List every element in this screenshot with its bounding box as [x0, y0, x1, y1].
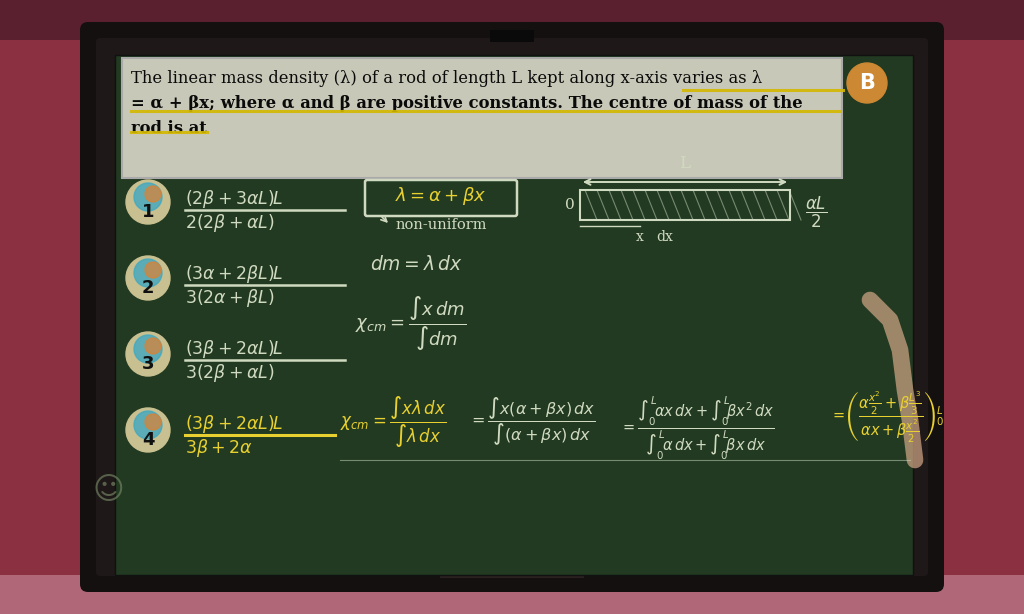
- Circle shape: [145, 262, 161, 278]
- Text: $(3\beta + 2\alpha L)L$: $(3\beta + 2\alpha L)L$: [185, 338, 284, 360]
- Bar: [135, 75, 893, 555]
- Text: rod is at: rod is at: [131, 120, 207, 137]
- Bar: [123, 63, 905, 567]
- Text: The linear mass density (λ) of a rod of length L kept along x-axis varies as λ: The linear mass density (λ) of a rod of …: [131, 70, 762, 87]
- Circle shape: [145, 338, 161, 354]
- Text: $dm = \lambda\, dx$: $dm = \lambda\, dx$: [370, 255, 463, 274]
- Bar: [150, 89, 879, 541]
- Bar: [153, 93, 874, 537]
- Text: non-uniform: non-uniform: [395, 218, 486, 232]
- Text: B: B: [859, 73, 874, 93]
- Circle shape: [134, 183, 162, 211]
- Circle shape: [126, 180, 170, 224]
- Bar: [440, 570, 584, 578]
- Text: 0: 0: [565, 198, 575, 212]
- Circle shape: [134, 259, 162, 287]
- Bar: [930, 0, 1024, 614]
- Text: $=\dfrac{\int_{0}^{L}\!\alpha x\,dx+\int_{0}^{L}\!\beta x^{2}\,dx}{\int_{0}^{L}\: $=\dfrac{\int_{0}^{L}\!\alpha x\,dx+\int…: [620, 395, 775, 462]
- Text: dx: dx: [656, 230, 674, 244]
- Bar: [125, 65, 903, 565]
- Text: $3(2\beta + \alpha L)$: $3(2\beta + \alpha L)$: [185, 362, 274, 384]
- Text: L: L: [680, 155, 690, 172]
- Circle shape: [847, 63, 887, 103]
- Bar: [119, 59, 909, 571]
- Bar: [137, 77, 891, 553]
- FancyBboxPatch shape: [122, 58, 842, 178]
- Bar: [147, 87, 881, 543]
- Bar: [121, 61, 907, 569]
- Text: $(3\alpha + 2\beta L)L$: $(3\alpha + 2\beta L)L$: [185, 263, 284, 285]
- Bar: [0, 575, 1024, 614]
- Bar: [133, 73, 895, 557]
- Text: $=\!\left(\dfrac{\alpha\frac{x^{2}}{2}+\beta\frac{L^{3}}{3}}{\alpha x+\beta\frac: $=\!\left(\dfrac{\alpha\frac{x^{2}}{2}+\…: [830, 390, 944, 445]
- Text: $\chi_{cm} = \dfrac{\int x\lambda\, dx}{\int \lambda\, dx}$: $\chi_{cm} = \dfrac{\int x\lambda\, dx}{…: [340, 395, 446, 450]
- Text: $= \dfrac{\int x(\alpha+\beta x)\, dx}{\int (\alpha+\beta x)\, dx}$: $= \dfrac{\int x(\alpha+\beta x)\, dx}{\…: [468, 395, 596, 448]
- Bar: [139, 79, 889, 551]
- Bar: [151, 91, 877, 539]
- Bar: [127, 67, 901, 563]
- Text: $2(2\beta + \alpha L)$: $2(2\beta + \alpha L)$: [185, 212, 274, 234]
- Circle shape: [126, 408, 170, 452]
- Bar: [141, 81, 887, 549]
- Text: 3: 3: [141, 355, 155, 373]
- Bar: [0, 0, 1024, 40]
- Circle shape: [126, 332, 170, 376]
- Text: $(3\beta + 2\alpha L)L$: $(3\beta + 2\alpha L)L$: [185, 413, 284, 435]
- Bar: [580, 190, 790, 220]
- Circle shape: [145, 414, 161, 430]
- Text: $(2\beta + 3\alpha L)L$: $(2\beta + 3\alpha L)L$: [185, 188, 284, 210]
- Bar: [129, 69, 899, 561]
- Text: 4: 4: [141, 431, 155, 449]
- Text: $\lambda=\alpha+\beta x$: $\lambda=\alpha+\beta x$: [395, 185, 486, 207]
- FancyBboxPatch shape: [96, 38, 928, 576]
- Text: x: x: [636, 230, 644, 244]
- Bar: [0, 0, 115, 614]
- Text: $\chi_{cm} = \dfrac{\int x\, dm}{\int dm}$: $\chi_{cm} = \dfrac{\int x\, dm}{\int dm…: [355, 295, 466, 352]
- Bar: [115, 55, 913, 575]
- Circle shape: [134, 411, 162, 439]
- Circle shape: [145, 186, 161, 202]
- Text: $3\beta + 2\alpha$: $3\beta + 2\alpha$: [185, 437, 253, 459]
- Bar: [143, 83, 885, 547]
- Circle shape: [126, 256, 170, 300]
- Text: = α + βx; where α and β are positive constants. The centre of mass of the: = α + βx; where α and β are positive con…: [131, 95, 803, 112]
- Bar: [131, 71, 897, 559]
- Text: $\dfrac{\alpha L}{2}$: $\dfrac{\alpha L}{2}$: [805, 195, 827, 230]
- Text: 1: 1: [141, 203, 155, 221]
- Bar: [145, 85, 883, 545]
- FancyBboxPatch shape: [80, 22, 944, 592]
- Bar: [490, 30, 534, 42]
- Text: ☺: ☺: [92, 475, 124, 505]
- Text: $3(2\alpha + \beta L)$: $3(2\alpha + \beta L)$: [185, 287, 274, 309]
- Circle shape: [134, 335, 162, 363]
- Bar: [117, 57, 911, 573]
- Text: 2: 2: [141, 279, 155, 297]
- Bar: [115, 55, 913, 575]
